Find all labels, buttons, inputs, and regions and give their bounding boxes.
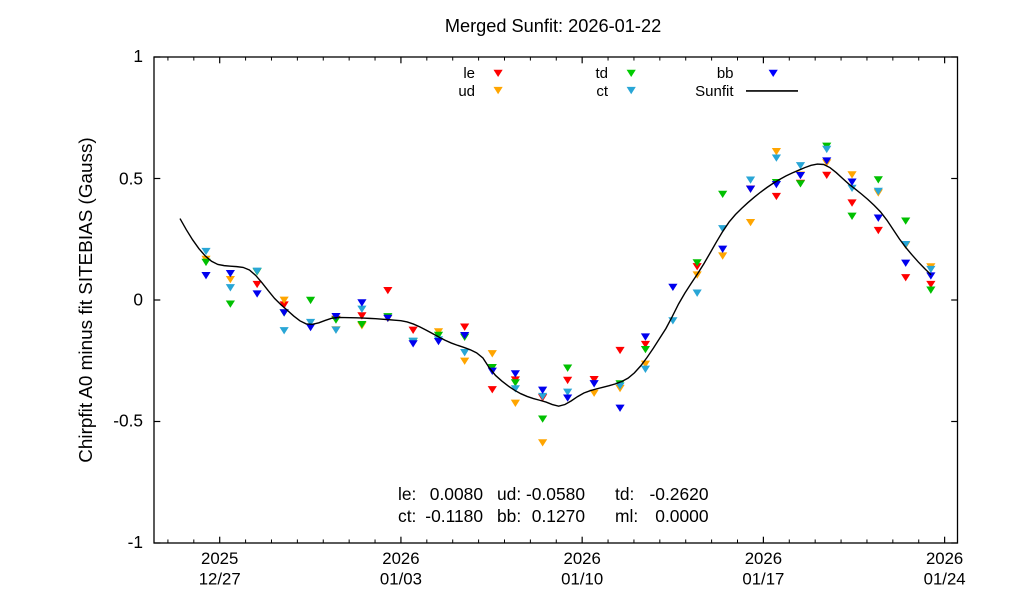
svg-text:Merged Sunfit: 2026-01-22: Merged Sunfit: 2026-01-22 — [445, 16, 661, 36]
svg-text:bb: bb — [717, 65, 734, 82]
svg-text:le:: le: — [398, 484, 416, 504]
svg-text:td: td — [595, 65, 608, 82]
svg-text:-0.5: -0.5 — [113, 411, 143, 431]
svg-text:ml:: ml: — [615, 506, 638, 526]
svg-text:0: 0 — [133, 290, 143, 310]
svg-text:Chirpfit A0 minus fit SITEBIAS: Chirpfit A0 minus fit SITEBIAS (Gauss) — [76, 137, 97, 462]
svg-text:-0.2620: -0.2620 — [650, 484, 709, 504]
svg-text:0.5: 0.5 — [119, 169, 143, 189]
svg-text:01/10: 01/10 — [561, 570, 603, 589]
svg-text:01/17: 01/17 — [742, 570, 784, 589]
svg-text:le: le — [463, 65, 475, 82]
svg-text:td:: td: — [615, 484, 634, 504]
svg-text:Sunfit: Sunfit — [695, 83, 734, 100]
svg-text:-1: -1 — [128, 532, 143, 552]
svg-text:2026: 2026 — [563, 549, 600, 568]
svg-text:-0.0580: -0.0580 — [526, 484, 585, 504]
svg-text:0.0080: 0.0080 — [430, 484, 483, 504]
svg-text:2025: 2025 — [201, 549, 238, 568]
svg-text:1: 1 — [133, 46, 143, 66]
svg-text:-0.1180: -0.1180 — [425, 506, 483, 526]
svg-text:0.1270: 0.1270 — [532, 506, 585, 526]
svg-text:2026: 2026 — [382, 549, 419, 568]
svg-text:01/03: 01/03 — [380, 570, 422, 589]
svg-text:ud:: ud: — [497, 484, 521, 504]
svg-text:12/27: 12/27 — [199, 570, 241, 589]
svg-text:2026: 2026 — [745, 549, 782, 568]
svg-text:ud: ud — [458, 83, 475, 100]
svg-text:2026: 2026 — [926, 549, 963, 568]
svg-text:ct:: ct: — [398, 506, 416, 526]
svg-text:ct: ct — [596, 83, 609, 100]
svg-text:01/24: 01/24 — [924, 570, 966, 589]
svg-text:0.0000: 0.0000 — [655, 506, 708, 526]
svg-text:bb:: bb: — [497, 506, 521, 526]
